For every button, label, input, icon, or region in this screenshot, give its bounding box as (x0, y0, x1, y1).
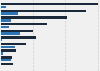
Bar (0, 52, 3, 55)
Bar (0, 39, 2, 41)
Bar (0, 63, 12, 65)
Bar (0, 26, 8, 28)
Bar (0, 56, 12, 59)
Bar (0, 6, 6, 8)
Bar (0, 3, 98, 5)
Bar (0, 10, 86, 12)
Bar (0, 12, 18, 15)
Bar (0, 59, 11, 61)
Bar (0, 36, 36, 39)
Bar (0, 46, 15, 48)
Bar (0, 32, 20, 35)
Bar (0, 23, 47, 25)
Bar (0, 49, 16, 52)
Bar (0, 19, 11, 22)
Bar (0, 30, 33, 32)
Bar (0, 66, 1, 68)
Bar (0, 16, 67, 19)
Bar (0, 43, 26, 45)
